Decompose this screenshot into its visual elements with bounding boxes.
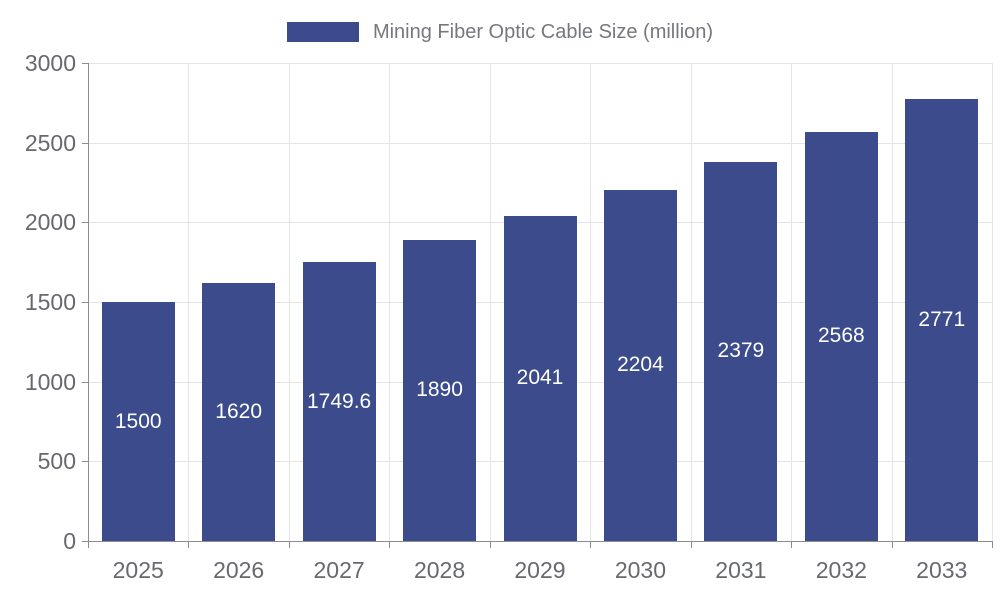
x-axis-label: 2031 bbox=[715, 557, 767, 583]
x-axis-label: 2030 bbox=[614, 557, 667, 583]
gridline-vertical bbox=[791, 63, 793, 541]
x-axis-label: 2028 bbox=[413, 557, 466, 583]
bar-value-label: 1620 bbox=[215, 399, 263, 423]
y-axis-tick bbox=[82, 222, 88, 224]
y-axis-label: 3000 bbox=[24, 50, 76, 76]
x-axis-tick bbox=[188, 541, 190, 548]
x-axis-tick bbox=[992, 541, 993, 548]
bar-value-label: 2568 bbox=[817, 324, 865, 348]
bar: 2568 bbox=[804, 131, 878, 541]
x-axis-tick bbox=[489, 541, 491, 548]
gridline-vertical bbox=[389, 63, 391, 541]
x-axis-tick bbox=[690, 541, 692, 548]
y-axis-line bbox=[88, 63, 89, 541]
bar: 1890 bbox=[403, 239, 477, 541]
plot-area: 1500 1620 1749.6 1890 2041 2204 2379 2568 2771 bbox=[88, 63, 993, 541]
bar: 2771 bbox=[905, 99, 979, 541]
y-axis-label: 1000 bbox=[24, 368, 76, 395]
bar: 2204 bbox=[603, 189, 677, 541]
x-axis-label: 2032 bbox=[815, 557, 867, 583]
gridline-vertical bbox=[891, 63, 893, 541]
bar-value-label: 2379 bbox=[717, 339, 765, 363]
x-axis-label: 2033 bbox=[916, 557, 968, 583]
y-axis-tick bbox=[82, 461, 88, 463]
y-axis-label: 0 bbox=[63, 528, 76, 554]
y-axis-label: 2500 bbox=[24, 129, 76, 156]
x-axis-tick bbox=[590, 541, 592, 548]
gridline-vertical bbox=[590, 63, 592, 541]
gridline-vertical bbox=[992, 63, 993, 541]
gridline-vertical bbox=[690, 63, 692, 541]
x-axis-label: 2026 bbox=[213, 557, 265, 583]
bar: 1749.6 bbox=[302, 262, 376, 541]
gridline-horizontal bbox=[88, 63, 992, 64]
y-axis-tick bbox=[82, 63, 88, 64]
bar: 1500 bbox=[101, 302, 175, 541]
gridline-horizontal bbox=[88, 142, 992, 144]
y-axis-tick bbox=[82, 381, 88, 383]
legend-swatch bbox=[286, 22, 359, 42]
gridline-vertical bbox=[188, 63, 190, 541]
x-axis-tick bbox=[389, 541, 391, 548]
bar-value-label: 2204 bbox=[617, 353, 664, 377]
y-axis-label: 500 bbox=[37, 448, 76, 475]
legend-label: Mining Fiber Optic Cable Size (million) bbox=[372, 20, 714, 43]
x-axis-tick bbox=[88, 541, 89, 548]
x-axis-label: 2027 bbox=[313, 557, 365, 583]
x-axis-line bbox=[88, 541, 993, 542]
y-axis-label: 1500 bbox=[24, 289, 76, 315]
x-axis-label: 2029 bbox=[514, 557, 566, 583]
x-axis-tick bbox=[288, 541, 290, 548]
gridline-vertical bbox=[288, 63, 290, 541]
bar-value-label: 2771 bbox=[918, 308, 966, 332]
bar-value-label: 2041 bbox=[516, 366, 564, 390]
y-axis-tick bbox=[82, 302, 88, 303]
x-axis-tick bbox=[891, 541, 893, 548]
bar-value-label: 1500 bbox=[114, 409, 162, 433]
bar-value-label: 1749.6 bbox=[306, 389, 372, 413]
bar-value-label: 1890 bbox=[416, 378, 463, 402]
bar: 1620 bbox=[202, 282, 276, 541]
bar: 2041 bbox=[503, 215, 577, 541]
y-axis-tick bbox=[82, 142, 88, 144]
y-axis-label: 2000 bbox=[24, 209, 76, 236]
legend[interactable]: Mining Fiber Optic Cable Size (million) bbox=[0, 20, 1000, 44]
y-axis-tick bbox=[82, 541, 88, 542]
gridline-vertical bbox=[489, 63, 491, 541]
bar: 2379 bbox=[704, 161, 778, 541]
x-axis-label: 2025 bbox=[112, 557, 164, 583]
x-axis-tick bbox=[791, 541, 793, 548]
